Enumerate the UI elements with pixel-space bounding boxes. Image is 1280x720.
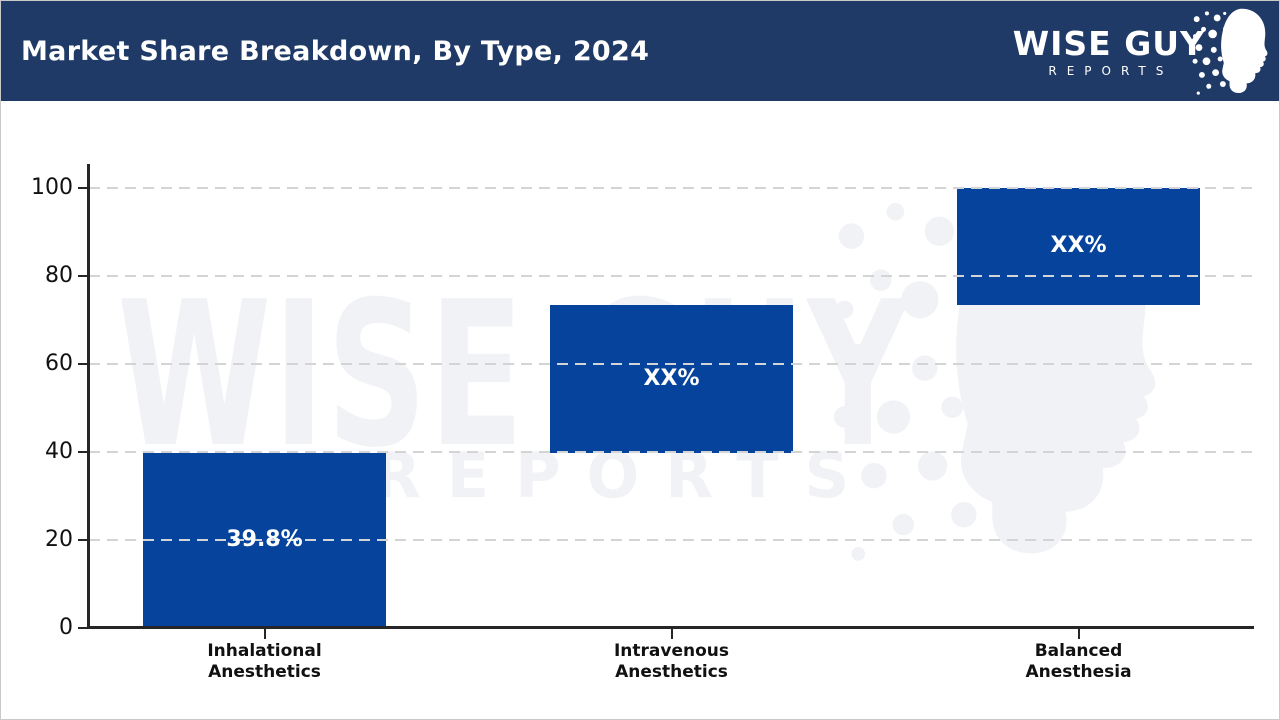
y-tick-label: 100	[31, 175, 73, 200]
y-tick-mark	[78, 275, 88, 277]
logo-subtitle: REPORTS	[1048, 64, 1174, 78]
y-axis-line	[87, 164, 90, 629]
y-tick-mark	[78, 187, 88, 189]
y-tick-mark	[78, 363, 88, 365]
x-tick-mark	[670, 629, 673, 639]
x-tick-mark	[263, 629, 266, 639]
x-category-label: Balanced Anesthesia	[1025, 641, 1132, 682]
y-tick-mark	[78, 627, 88, 629]
gridline-20	[89, 539, 1254, 541]
y-tick-label: 60	[45, 351, 73, 376]
x-tick-mark	[1077, 629, 1080, 639]
gridline-60	[89, 363, 1254, 365]
y-tick-mark	[78, 451, 88, 453]
y-tick-label: 0	[59, 615, 73, 640]
logo-wordmark: WISE GUY	[1012, 24, 1205, 63]
wiseguy-logo: WISE GUY REPORTS	[1013, 1, 1273, 101]
y-tick-label: 80	[45, 263, 73, 288]
gridline-80	[89, 275, 1254, 277]
gridline-40	[89, 451, 1254, 453]
gridline-100	[89, 187, 1254, 189]
x-axis-line	[87, 626, 1254, 629]
y-tick-mark	[78, 539, 88, 541]
bar-value-label: XX%	[643, 365, 700, 391]
bar-segment	[957, 188, 1200, 305]
x-category-label: Inhalational Anesthetics	[207, 641, 322, 682]
header-bar: Market Share Breakdown, By Type, 2024 WI…	[1, 1, 1279, 101]
bar-segment	[550, 304, 793, 453]
x-category-label: Intravenous Anesthetics	[613, 641, 730, 682]
y-tick-label: 40	[45, 439, 73, 464]
chart-title: Market Share Breakdown, By Type, 2024	[21, 35, 650, 67]
bar-value-label: 39.8%	[226, 527, 303, 553]
y-tick-label: 20	[45, 527, 73, 552]
bar-value-label: XX%	[1050, 233, 1107, 259]
logo-text: WISE GUY REPORTS	[1013, 24, 1205, 78]
